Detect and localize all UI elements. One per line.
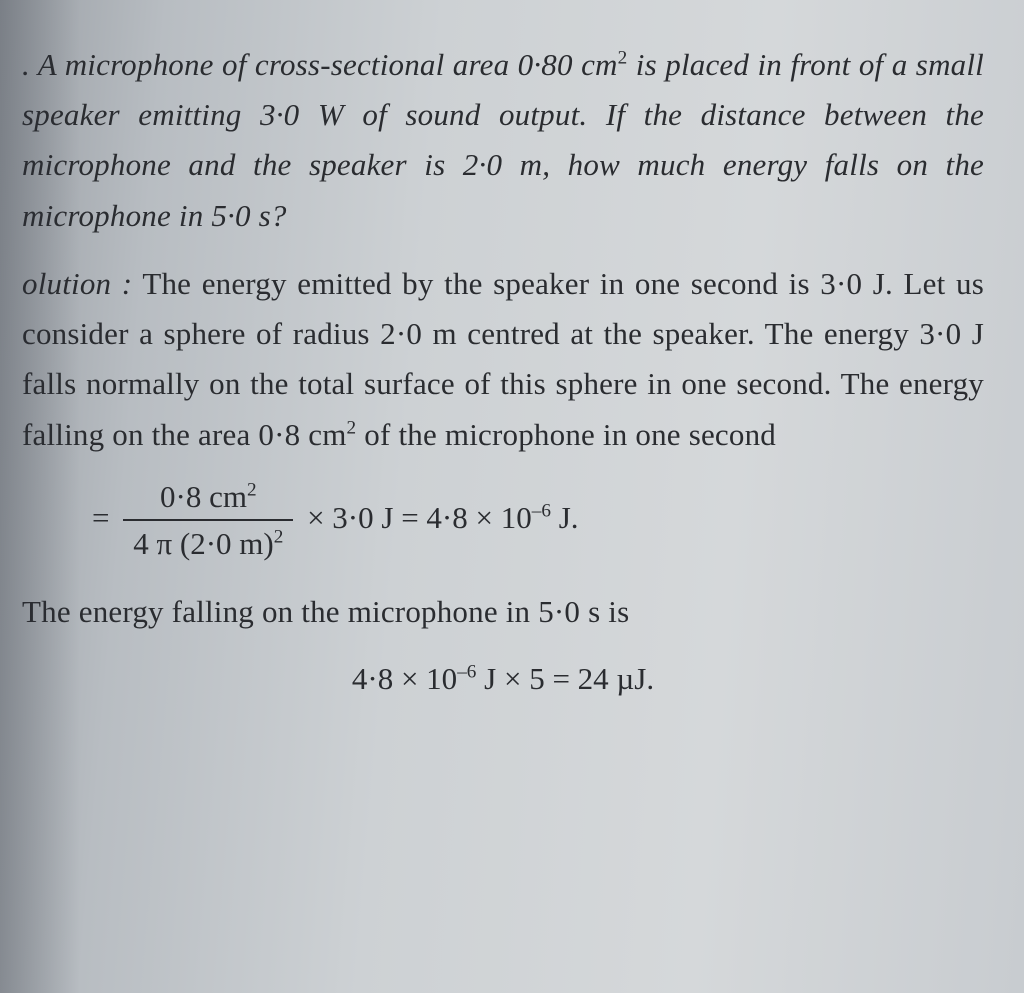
eq1-equals: = [92, 500, 109, 535]
eq2-a-sup: –6 [457, 662, 476, 683]
problem-sup-1: 2 [618, 48, 628, 69]
solution-label: olution : [22, 266, 132, 301]
solution-paragraph: olution : The energy emitted by the spea… [22, 259, 984, 460]
equation-1: = 0·8 cm2 4 π (2·0 m)2 × 3·0 J = 4·8 × 1… [92, 478, 984, 564]
eq1-den-sup: 2 [274, 526, 284, 547]
solution-text-b: of the microphone in one second [356, 417, 776, 452]
solution-sup: 2 [347, 417, 357, 438]
eq1-mid-sup: –6 [532, 500, 551, 521]
equation-2: 4·8 × 10–6 J × 5 = 24 µJ. [22, 659, 984, 699]
eq2-b: J × 5 = 24 µJ. [476, 661, 654, 696]
problem-text-1: . A microphone of cross-sectional area 0… [22, 47, 618, 82]
eq1-mid: × 3·0 J = 4·8 × 10 [299, 500, 531, 535]
eq1-denominator: 4 π (2·0 m)2 [123, 521, 293, 564]
eq1-numerator: 0·8 cm2 [123, 478, 293, 521]
eq1-fraction: 0·8 cm2 4 π (2·0 m)2 [123, 478, 293, 564]
eq2-a: 4·8 × 10 [352, 661, 457, 696]
eq1-den-text: 4 π (2·0 m) [133, 526, 273, 561]
eq1-num-text: 0·8 cm [160, 479, 247, 514]
line-2: The energy falling on the microphone in … [22, 587, 984, 637]
eq1-num-sup: 2 [247, 479, 257, 500]
problem-paragraph: . A microphone of cross-sectional area 0… [22, 40, 984, 241]
eq1-tail: J. [551, 500, 579, 535]
